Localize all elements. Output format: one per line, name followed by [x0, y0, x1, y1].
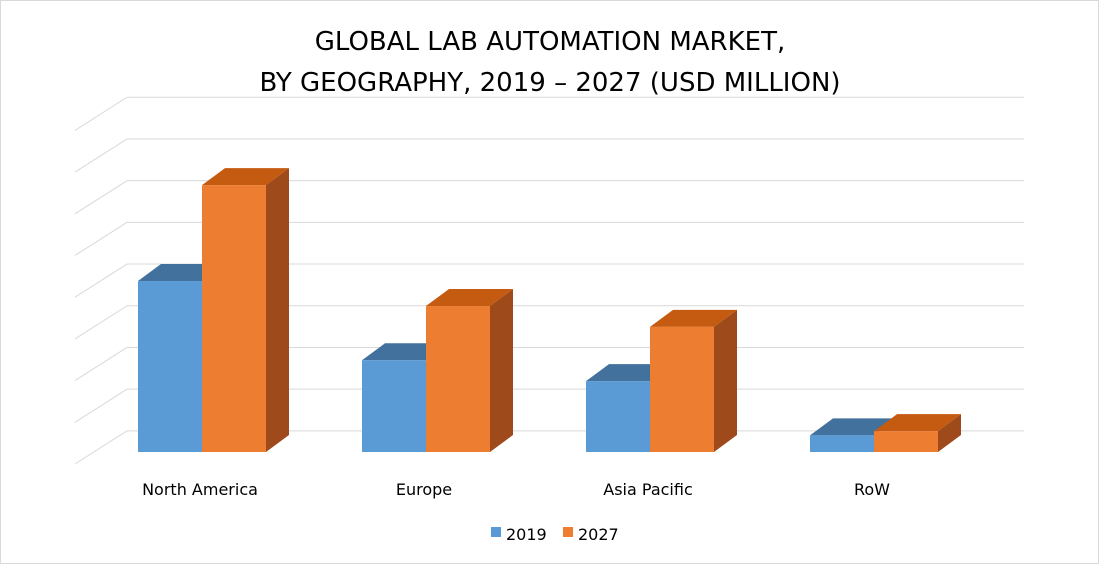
gridline-diagonal: [74, 430, 128, 465]
category-label-row: RoW: [854, 480, 890, 499]
category-labels: North America Europe Asia Pacific RoW: [142, 480, 890, 499]
bar-2027-asia-pacific-side: [714, 309, 737, 452]
gridline-diagonal: [74, 180, 128, 215]
bar-2027-north-america: [202, 168, 289, 452]
legend-swatch-2019: [491, 527, 501, 537]
gridline-diagonal: [74, 347, 128, 382]
chart-title-line-2: BY GEOGRAPHY, 2019 – 2027 (USD MILLION): [259, 68, 840, 98]
bar-2027-europe-side: [490, 289, 513, 452]
bar-2027-north-america-front: [202, 185, 266, 452]
bar-2027-row-front: [874, 431, 938, 452]
bar-2027-asia-pacific: [650, 309, 737, 452]
bar-2027-europe-front: [426, 306, 490, 452]
bars: [138, 168, 961, 452]
bar-2027-asia-pacific-front: [650, 326, 714, 452]
bar-2019-europe: [362, 343, 449, 452]
bar-2027-north-america-top: [202, 168, 289, 186]
chart-title-line-1: GLOBAL LAB AUTOMATION MARKET,: [315, 27, 786, 57]
bar-2027-asia-pacific-top: [650, 309, 737, 327]
bar-2027-row-side: [938, 414, 961, 452]
gridline-diagonal: [74, 138, 128, 173]
gridline-diagonal: [74, 96, 128, 131]
bar-2019-row-front: [810, 435, 874, 452]
bar-2027-row: [874, 414, 961, 452]
bar-2019-europe-front: [362, 360, 426, 452]
bar-2019-row: [810, 418, 897, 452]
category-label-asia-pacific: Asia Pacific: [603, 480, 692, 499]
bar-2027-europe-top: [426, 289, 513, 307]
gridline-diagonal: [74, 388, 128, 423]
bar-2019-north-america-front: [138, 281, 202, 452]
legend-swatch-2027: [563, 527, 573, 537]
category-label-europe: Europe: [396, 480, 452, 499]
category-label-north-america: North America: [142, 480, 258, 499]
bar-2027-north-america-side: [266, 168, 289, 452]
bar-2027-europe: [426, 289, 513, 452]
gridline-diagonal: [74, 221, 128, 256]
legend-label-2027: 2027: [578, 525, 619, 544]
bar-2019-north-america: [138, 264, 225, 452]
bar-2027-row-top: [874, 414, 961, 432]
gridline-diagonal: [74, 305, 128, 340]
legend: 2019 2027: [491, 525, 619, 544]
gridline-diagonal: [74, 263, 128, 298]
bar-2019-asia-pacific-front: [586, 381, 650, 452]
legend-label-2019: 2019: [506, 525, 547, 544]
